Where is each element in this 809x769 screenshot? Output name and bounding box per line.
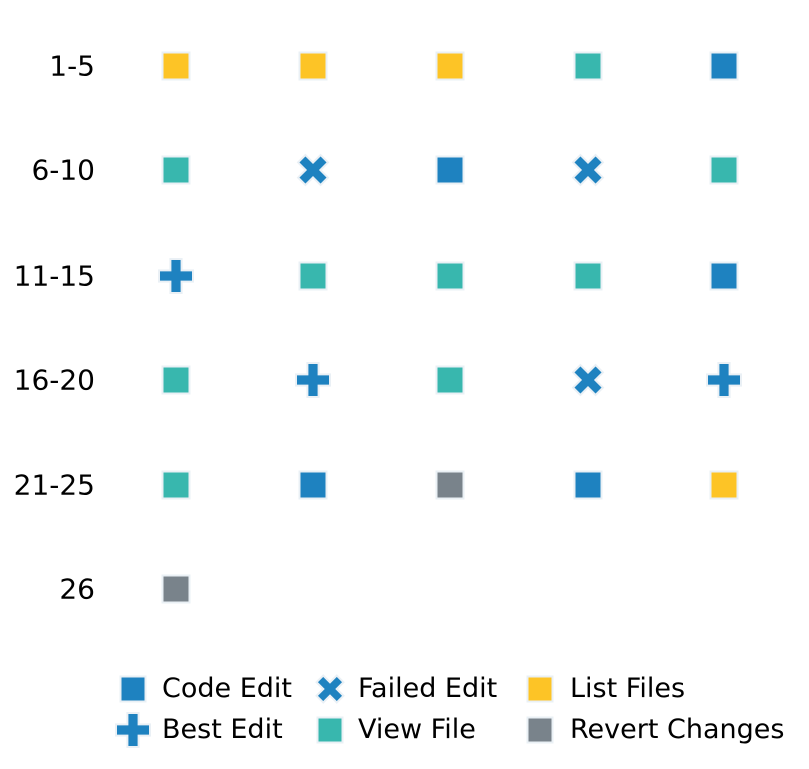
legend-label-code-edit: Code Edit [162, 672, 292, 704]
marker-view-file [571, 49, 606, 84]
legend-marker-code-edit [117, 673, 150, 706]
row-label-21-25: 21-25 [13, 468, 95, 502]
marker-list-files [707, 468, 742, 503]
row-label-6-10: 6-10 [31, 153, 95, 187]
legend-marker-list-files [524, 673, 557, 706]
row-label-11-15: 11-15 [13, 259, 95, 293]
marker-failed-edit [294, 151, 332, 189]
row-label-26: 26 [59, 572, 95, 606]
marker-view-file [159, 153, 194, 188]
marker-best-edit [155, 255, 197, 297]
legend-marker-best-edit [112, 709, 154, 751]
legend-label-revert-changes: Revert Changes [570, 713, 785, 745]
legend-label-failed-edit: Failed Edit [358, 672, 498, 704]
marker-code-edit [296, 468, 331, 503]
marker-view-file [571, 259, 606, 294]
marker-view-file [296, 259, 331, 294]
marker-revert-changes [433, 468, 468, 503]
legend-label-view-file: View File [358, 713, 476, 745]
marker-best-edit [703, 359, 745, 401]
legend-label-list-files: List Files [570, 672, 686, 704]
row-label-16-20: 16-20 [13, 363, 95, 397]
marker-list-files [159, 49, 194, 84]
marker-code-edit [707, 49, 742, 84]
marker-code-edit [707, 259, 742, 294]
marker-code-edit [433, 153, 468, 188]
marker-best-edit [292, 359, 334, 401]
marker-list-files [296, 49, 331, 84]
marker-revert-changes [159, 572, 194, 607]
marker-view-file [433, 259, 468, 294]
marker-code-edit [571, 468, 606, 503]
legend-marker-revert-changes [524, 714, 557, 747]
legend-marker-failed-edit [313, 672, 348, 707]
marker-view-file [159, 468, 194, 503]
marker-view-file [433, 363, 468, 398]
legend-label-best-edit: Best Edit [162, 713, 283, 745]
marker-list-files [433, 49, 468, 84]
marker-failed-edit [569, 151, 607, 189]
row-label-1-5: 1-5 [49, 49, 95, 83]
marker-failed-edit [569, 361, 607, 399]
legend-marker-view-file [314, 714, 347, 747]
marker-view-file [707, 153, 742, 188]
marker-view-file [159, 363, 194, 398]
